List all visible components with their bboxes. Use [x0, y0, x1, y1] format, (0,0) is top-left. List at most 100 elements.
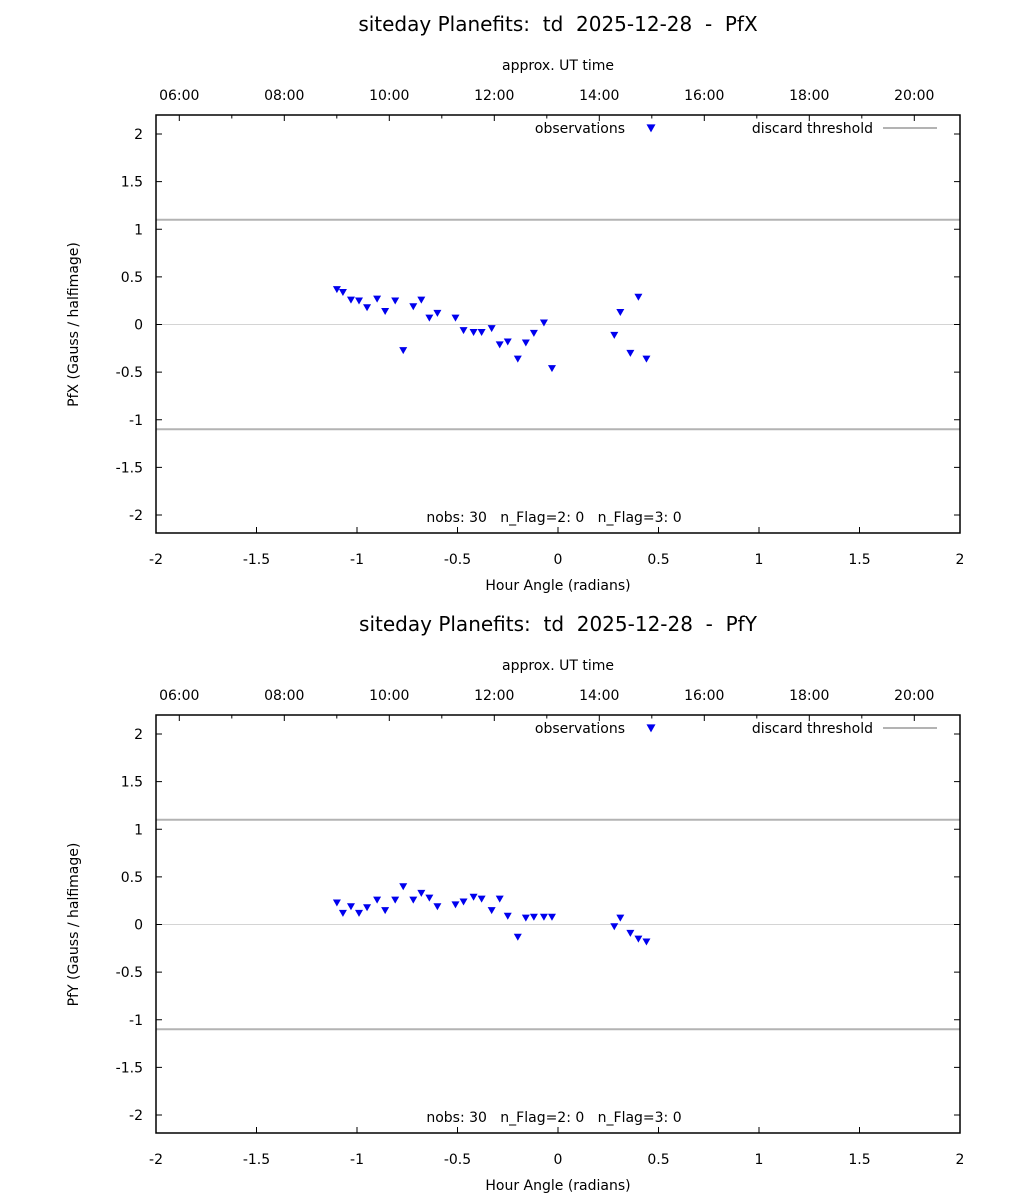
- data-point: [417, 889, 426, 897]
- data-point: [417, 296, 426, 304]
- data-point: [626, 929, 635, 937]
- y-tick-label: 1.5: [121, 775, 143, 791]
- time-tick-label: 06:00: [159, 688, 199, 704]
- data-point: [391, 297, 400, 305]
- data-point: [513, 933, 522, 941]
- y-tick-label: -2: [129, 508, 143, 524]
- data-point: [529, 329, 538, 337]
- data-point: [610, 923, 619, 931]
- x-tick-label: 0.5: [647, 1152, 669, 1168]
- data-point: [495, 895, 504, 903]
- legend-observations-label: observations: [535, 121, 625, 137]
- data-point: [425, 314, 434, 322]
- data-point: [409, 303, 418, 311]
- data-point: [425, 894, 434, 902]
- data-point: [355, 297, 364, 305]
- chart-title: siteday Planefits: td 2025-12-28 - PfY: [359, 612, 758, 636]
- y-tick-label: -1.5: [116, 1060, 143, 1076]
- x-tick-label: 1.5: [848, 1152, 870, 1168]
- time-tick-label: 16:00: [684, 688, 724, 704]
- data-point: [346, 903, 355, 911]
- data-point: [642, 938, 651, 946]
- data-point: [547, 365, 556, 373]
- time-tick-label: 18:00: [789, 88, 829, 104]
- time-tick-label: 08:00: [264, 688, 304, 704]
- time-tick-label: 14:00: [579, 688, 619, 704]
- data-point: [529, 913, 538, 921]
- y-tick-label: -2: [129, 1108, 143, 1124]
- data-point: [469, 328, 478, 336]
- legend-threshold-label: discard threshold: [752, 121, 873, 137]
- x-tick-label: -1.5: [243, 1152, 270, 1168]
- y-tick-label: -1: [129, 413, 143, 429]
- data-point: [616, 308, 625, 316]
- chart-title: siteday Planefits: td 2025-12-28 - PfX: [358, 12, 758, 36]
- data-point: [409, 896, 418, 904]
- data-point: [521, 914, 530, 922]
- data-point: [469, 893, 478, 901]
- data-point: [539, 913, 548, 921]
- data-point: [626, 349, 635, 357]
- x-tick-label: 0.5: [647, 552, 669, 568]
- time-tick-label: 14:00: [579, 88, 619, 104]
- data-point: [487, 907, 496, 915]
- data-point: [338, 909, 347, 917]
- top-axis-title: approx. UT time: [502, 658, 614, 674]
- top-axis-title: approx. UT time: [502, 58, 614, 74]
- x-tick-label: 1: [755, 552, 764, 568]
- data-point: [373, 295, 382, 303]
- data-point: [477, 895, 486, 903]
- x-tick-label: -2: [149, 1152, 163, 1168]
- x-tick-label: -1: [350, 1152, 364, 1168]
- data-point: [346, 296, 355, 304]
- stats-annotation: nobs: 30 n_Flag=2: 0 n_Flag=3: 0: [426, 1110, 681, 1126]
- data-point: [459, 898, 468, 906]
- time-tick-label: 16:00: [684, 88, 724, 104]
- time-tick-label: 12:00: [474, 688, 514, 704]
- x-tick-label: 2: [956, 1152, 965, 1168]
- stats-annotation: nobs: 30 n_Flag=2: 0 n_Flag=3: 0: [426, 510, 681, 526]
- data-point: [391, 896, 400, 904]
- y-tick-label: 1.5: [121, 175, 143, 191]
- y-tick-label: 1: [134, 822, 143, 838]
- time-tick-label: 06:00: [159, 88, 199, 104]
- y-tick-label: 0.5: [121, 870, 143, 886]
- y-tick-label: 2: [134, 127, 143, 143]
- data-point: [363, 304, 372, 312]
- data-point: [495, 341, 504, 349]
- legend-observations-label: observations: [535, 721, 625, 737]
- x-tick-label: 2: [956, 552, 965, 568]
- y-axis-title: PfY (Gauss / halfimage): [66, 843, 82, 1007]
- x-tick-label: -0.5: [444, 1152, 471, 1168]
- data-point: [634, 935, 643, 943]
- data-point: [433, 309, 442, 317]
- data-point: [399, 347, 408, 355]
- y-tick-label: -1.5: [116, 460, 143, 476]
- x-tick-label: -1: [350, 552, 364, 568]
- time-tick-label: 10:00: [369, 88, 409, 104]
- y-tick-label: 0: [134, 318, 143, 334]
- pfx-chart: siteday Planefits: td 2025-12-28 - PfX ap…: [66, 12, 965, 594]
- data-point: [459, 327, 468, 335]
- x-tick-label: 0: [554, 1152, 563, 1168]
- y-tick-label: 0.5: [121, 270, 143, 286]
- x-axis-title: Hour Angle (radians): [485, 1178, 630, 1194]
- data-point: [547, 913, 556, 921]
- data-point: [338, 288, 347, 296]
- observations-marker-icon: [646, 124, 656, 133]
- data-point: [381, 308, 390, 316]
- data-point: [399, 883, 408, 891]
- x-tick-label: -1.5: [243, 552, 270, 568]
- y-tick-label: 1: [134, 222, 143, 238]
- y-tick-label: 2: [134, 727, 143, 743]
- y-tick-label: 0: [134, 918, 143, 934]
- data-point: [513, 355, 522, 363]
- data-point: [487, 325, 496, 333]
- data-point: [642, 355, 651, 363]
- observations-marker-icon: [646, 724, 656, 733]
- data-point: [373, 896, 382, 904]
- data-point: [477, 328, 486, 336]
- data-point: [610, 331, 619, 339]
- data-point: [332, 899, 341, 907]
- data-point: [634, 293, 643, 301]
